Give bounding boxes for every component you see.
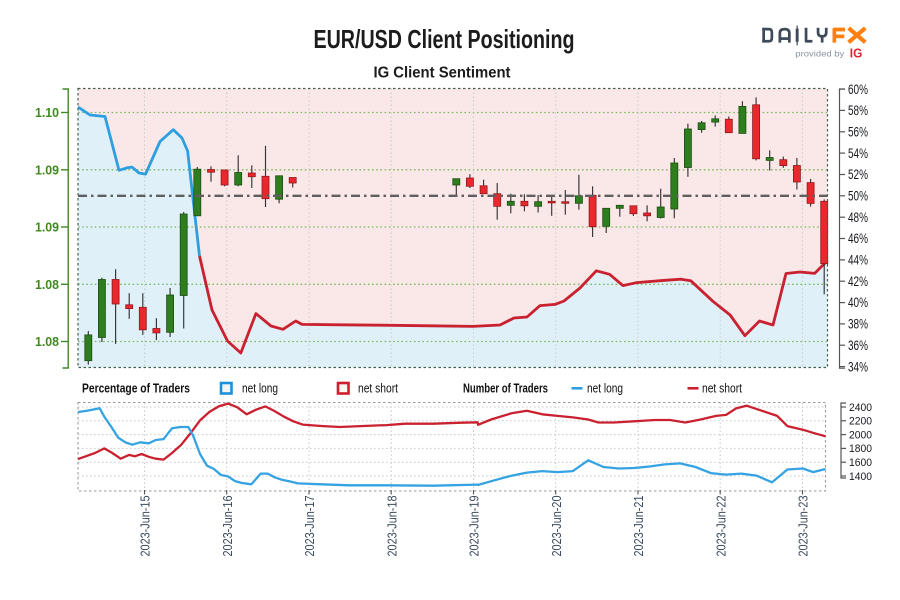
svg-text:2023-Jun-18: 2023-Jun-18 [385,495,399,556]
svg-text:1800: 1800 [849,443,872,455]
svg-text:50%: 50% [848,189,868,204]
svg-text:48%: 48% [848,210,868,225]
svg-text:2200: 2200 [849,416,872,428]
svg-text:2000: 2000 [849,429,872,441]
svg-text:46%: 46% [848,231,868,246]
svg-text:2023-Jun-19: 2023-Jun-19 [468,495,482,556]
svg-text:net long: net long [242,382,278,396]
svg-text:44%: 44% [848,253,868,268]
svg-text:54%: 54% [848,146,868,161]
svg-text:net long: net long [587,382,623,396]
svg-text:42%: 42% [848,274,868,289]
svg-text:net short: net short [358,382,398,396]
svg-text:2023-Jun-20: 2023-Jun-20 [550,495,564,556]
svg-text:2400: 2400 [849,402,872,414]
svg-text:40%: 40% [848,295,868,310]
svg-text:IG: IG [850,47,863,61]
svg-text:2023-Jun-23: 2023-Jun-23 [797,495,811,556]
svg-text:2023-Jun-15: 2023-Jun-15 [139,495,153,556]
svg-text:56%: 56% [848,124,868,139]
svg-text:Number of Traders: Number of Traders [463,382,548,396]
svg-text:1.08: 1.08 [35,334,59,349]
svg-text:38%: 38% [848,317,868,332]
svg-text:1.10: 1.10 [35,105,59,120]
svg-text:60%: 60% [848,82,868,97]
svg-text:58%: 58% [848,103,868,118]
svg-text:52%: 52% [848,167,868,182]
svg-text:EUR/USD Client Positioning: EUR/USD Client Positioning [314,24,575,54]
svg-text:2023-Jun-17: 2023-Jun-17 [303,495,317,556]
svg-text:2023-Jun-16: 2023-Jun-16 [221,495,235,556]
svg-text:1.09: 1.09 [35,162,59,177]
svg-text:2023-Jun-21: 2023-Jun-21 [632,495,646,556]
svg-text:1600: 1600 [849,457,872,469]
svg-text:IG Client Sentiment: IG Client Sentiment [374,65,512,82]
svg-text:1400: 1400 [849,471,872,483]
svg-text:2023-Jun-22: 2023-Jun-22 [714,495,728,556]
svg-text:34%: 34% [848,359,868,374]
svg-text:Percentage of Traders: Percentage of Traders [82,382,190,396]
svg-text:36%: 36% [848,338,868,353]
svg-text:1.09: 1.09 [35,220,59,235]
svg-text:provided by: provided by [795,50,844,59]
svg-text:1.08: 1.08 [35,277,59,292]
svg-text:net short: net short [702,382,742,396]
